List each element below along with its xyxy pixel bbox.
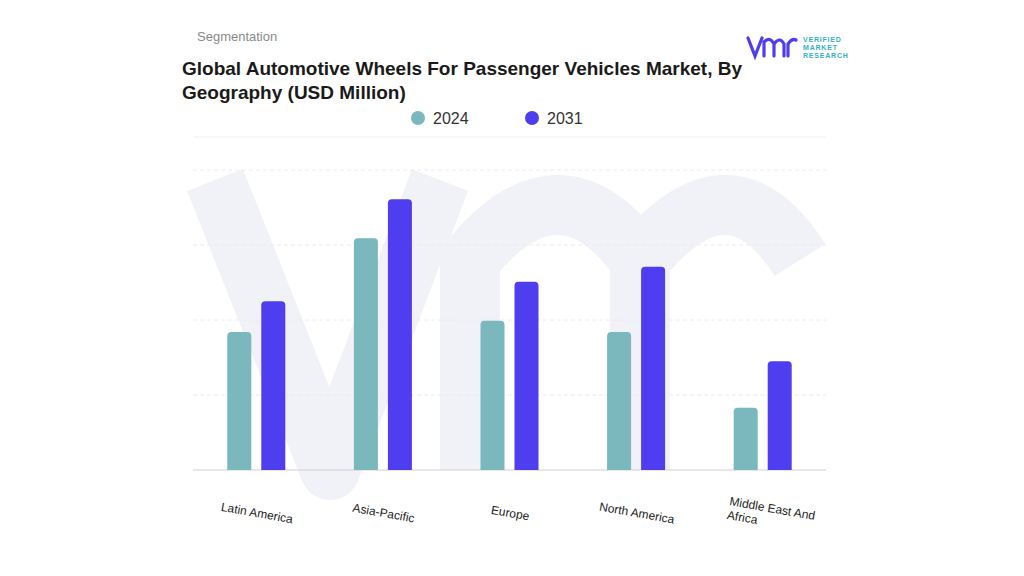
bar (607, 332, 631, 470)
grid-line (193, 245, 826, 246)
logo-text: RESEARCH (803, 52, 849, 59)
legend-label: 2031 (547, 110, 583, 127)
x-tick-label: Latin America (220, 500, 294, 526)
chart-svg: Segmentation VERIFIEDMARKETRESEARCH 2024 20… (0, 0, 1024, 576)
bar (261, 301, 285, 470)
x-tick-label: Middle East AndAfrica (726, 494, 816, 537)
bar (481, 321, 505, 470)
bar (227, 332, 251, 470)
bar (515, 282, 539, 470)
x-tick-label: Asia-Pacific (352, 501, 416, 526)
x-tick-label: North America (598, 500, 676, 527)
watermark (215, 180, 800, 470)
chart-title: Global Automotive Wheels For Passenger V… (182, 57, 742, 105)
legend-swatch (525, 111, 539, 125)
subtitle: Segmentation (197, 29, 277, 44)
header-rule (193, 137, 826, 138)
legend-label: 2024 (433, 110, 469, 127)
bar (388, 199, 412, 470)
grid-line (193, 395, 826, 396)
x-tick-label: Europe (490, 503, 531, 524)
logo-text: MARKET (803, 44, 838, 51)
bar (734, 408, 758, 470)
logo-mark (748, 38, 796, 56)
legend-swatch (411, 111, 425, 125)
logo-text: VERIFIED (803, 36, 842, 43)
grid-line (193, 470, 826, 471)
bar (354, 238, 378, 470)
grid-line (193, 320, 826, 321)
bar (768, 361, 792, 470)
grid-line (193, 170, 826, 171)
bar (641, 267, 665, 470)
label-line: Africa (726, 508, 759, 527)
chart-root: Segmentation VERIFIEDMARKETRESEARCH 2024 20… (0, 0, 1024, 576)
logo (748, 38, 796, 56)
